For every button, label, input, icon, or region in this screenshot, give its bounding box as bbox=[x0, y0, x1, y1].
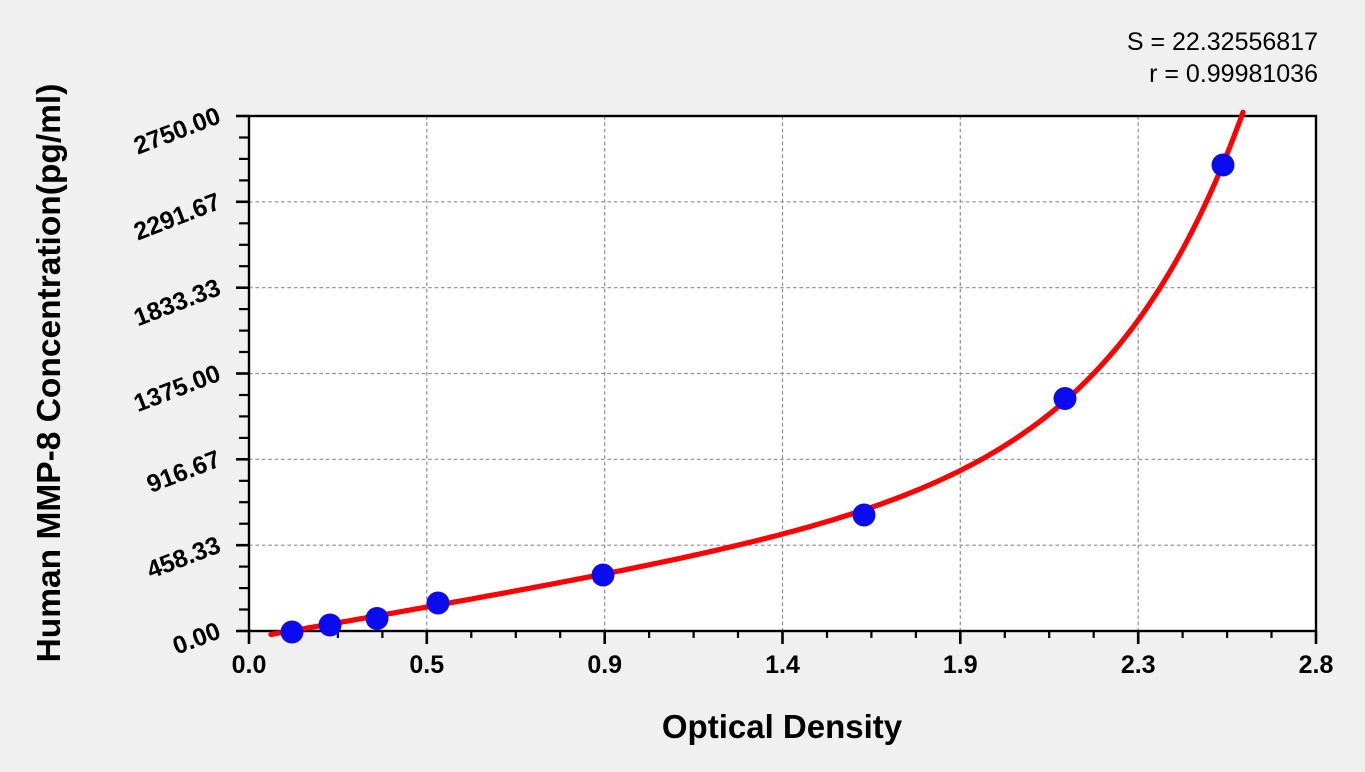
svg-text:S = 22.32556817: S = 22.32556817 bbox=[1127, 28, 1318, 56]
svg-text:0.9: 0.9 bbox=[587, 651, 622, 679]
svg-text:2.8: 2.8 bbox=[1299, 651, 1334, 679]
svg-text:r = 0.99981036: r = 0.99981036 bbox=[1149, 60, 1318, 88]
svg-text:Human MMP-8 Concentration(pg/m: Human MMP-8 Concentration(pg/ml) bbox=[31, 84, 68, 663]
svg-text:1.4: 1.4 bbox=[765, 651, 800, 679]
svg-text:1.9: 1.9 bbox=[943, 651, 978, 679]
svg-text:2.3: 2.3 bbox=[1121, 651, 1156, 679]
svg-text:Optical Density: Optical Density bbox=[662, 708, 903, 745]
svg-text:0.0: 0.0 bbox=[232, 651, 267, 679]
svg-text:0.5: 0.5 bbox=[409, 651, 444, 679]
